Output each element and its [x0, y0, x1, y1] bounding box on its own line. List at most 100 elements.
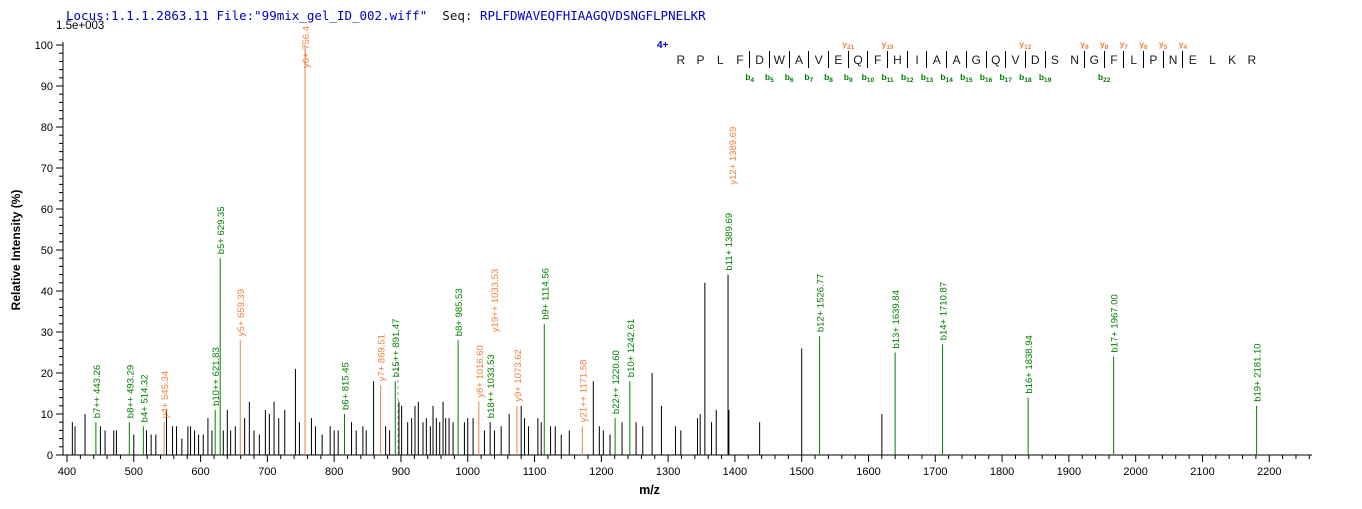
fragment-cleavage-bar — [1044, 51, 1046, 68]
peak-label: y7+ 869.51 — [377, 334, 388, 381]
fragment-cleavage-bar — [1162, 51, 1164, 68]
peak-label: y8+ 1016.60 — [475, 345, 486, 398]
y-axis-title: Relative Intensity (%) — [9, 190, 23, 311]
residue-cell: K — [1222, 38, 1242, 88]
peak-label: y4+ 545.34 — [160, 371, 171, 418]
x-tick-label: 1900 — [1057, 466, 1081, 478]
y-ion-label: y7 — [1119, 39, 1128, 51]
fragment-cleavage-bar — [965, 51, 967, 68]
x-tick-label: 800 — [325, 466, 343, 478]
y-tick-label: 0 — [47, 450, 53, 462]
b-ion-label: b19 — [1038, 72, 1052, 84]
locus-file-text: Locus:1.1.1.2863.11 File:"99mix_gel_ID_0… — [66, 8, 428, 23]
residue-letter: R — [676, 53, 686, 67]
y-ion-label: y19 — [881, 39, 894, 51]
x-tick-label: 400 — [58, 466, 76, 478]
residue-cell: F — [730, 38, 750, 88]
peak-label: b14+ 1710.87 — [939, 282, 950, 340]
residue-letter: H — [893, 53, 902, 67]
b-ion-label: b7 — [804, 72, 814, 84]
fragment-cleavage-bar — [768, 51, 770, 68]
residue-cell: y6 P — [1139, 38, 1164, 88]
fragment-cleavage-bar — [887, 51, 889, 68]
residue-letter: S — [1050, 53, 1059, 67]
x-tick-label: 2200 — [1257, 466, 1281, 478]
peak-label: b11+ 1389.69 — [724, 213, 735, 271]
y-ion-label: y6 — [1139, 39, 1148, 51]
y-tick-label: 80 — [41, 122, 53, 134]
residue-letter: W — [773, 53, 785, 67]
peak-label: y9+ 1073.62 — [513, 349, 524, 402]
peak-label: b13+ 1639.84 — [891, 290, 902, 348]
residue-letter: G — [971, 53, 981, 67]
residue-letter: P — [1149, 53, 1158, 67]
x-tick-label: 1000 — [456, 466, 480, 478]
fragment-cleavage-bar — [926, 51, 928, 68]
peak-label: b9+ 1114.56 — [540, 268, 551, 320]
peak-label: b10++ 621.83 — [211, 347, 222, 406]
b-ion-label: b17 — [999, 72, 1012, 84]
residue-letter: D — [1030, 53, 1040, 67]
b-ion-label: b10 — [861, 72, 875, 84]
x-tick-label: 1200 — [589, 466, 613, 478]
peak-label: y6+ 756.4 — [301, 26, 312, 68]
y-ion-label: y8 — [1099, 39, 1109, 51]
x-tick-label: 700 — [258, 466, 276, 478]
b-ion-label: b5 — [765, 72, 774, 84]
residue-letter: F — [736, 53, 744, 67]
fragment-cleavage-bar — [1123, 51, 1125, 68]
b-ion-label: b16 — [979, 72, 993, 84]
residue-cell: N — [1065, 38, 1085, 88]
residue-letter: L — [716, 53, 724, 67]
y-ion-label: y9 — [1080, 39, 1089, 51]
b-ion-label: b12 — [901, 72, 914, 84]
seq-label: Seq: — [442, 8, 480, 23]
x-tick-label: 1500 — [789, 466, 813, 478]
residue-letter: L — [1130, 53, 1137, 67]
residue-cell: P — [691, 38, 711, 88]
x-tick-label: 1400 — [723, 466, 747, 478]
fragment-cleavage-bar — [906, 51, 908, 68]
fragment-cleavage-bar — [985, 51, 987, 68]
peak-label: b10+ 1242.61 — [626, 319, 637, 377]
b-ion-label: b18 — [1019, 72, 1032, 84]
x-tick-label: 2000 — [1123, 466, 1147, 478]
peak-label: b22++ 1220.60 — [611, 350, 622, 414]
fragment-cleavage-bar — [867, 51, 869, 68]
residue-letter: N — [1168, 53, 1178, 67]
fragment-cleavage-bar — [1143, 51, 1144, 68]
peak-label: y12+ 1389.69 — [728, 127, 739, 185]
fragment-cleavage-bar — [788, 51, 790, 68]
b-ion-label: b11 — [881, 72, 894, 84]
fragment-cleavage-bar — [946, 51, 948, 68]
residue-letter: F — [874, 53, 882, 67]
y-tick-label: 10 — [41, 409, 53, 421]
fragment-cleavage-bar — [1103, 51, 1105, 68]
residue-letter: Q — [853, 53, 863, 67]
x-tick-label: 1700 — [923, 466, 947, 478]
x-tick-label: 600 — [191, 466, 209, 478]
residue-letter: V — [1011, 53, 1020, 67]
peak-label: b19+ 2181.10 — [1253, 343, 1264, 401]
fragment-cleavage-bar — [828, 51, 829, 68]
residue-letter: G — [1089, 53, 1099, 67]
residue-letter: L — [1209, 53, 1216, 67]
residue-letter: F — [1110, 53, 1118, 67]
b-ion-label: b9 — [843, 72, 853, 84]
peak-label: b5+ 629.35 — [216, 206, 227, 254]
residue-letter: V — [814, 53, 823, 67]
peak-label: y19++ 1033.53 — [490, 269, 501, 332]
peak-label: b15++ 891.47 — [391, 319, 402, 378]
b-ion-label: b6 — [784, 72, 794, 84]
y-tick-label: 60 — [41, 204, 53, 216]
